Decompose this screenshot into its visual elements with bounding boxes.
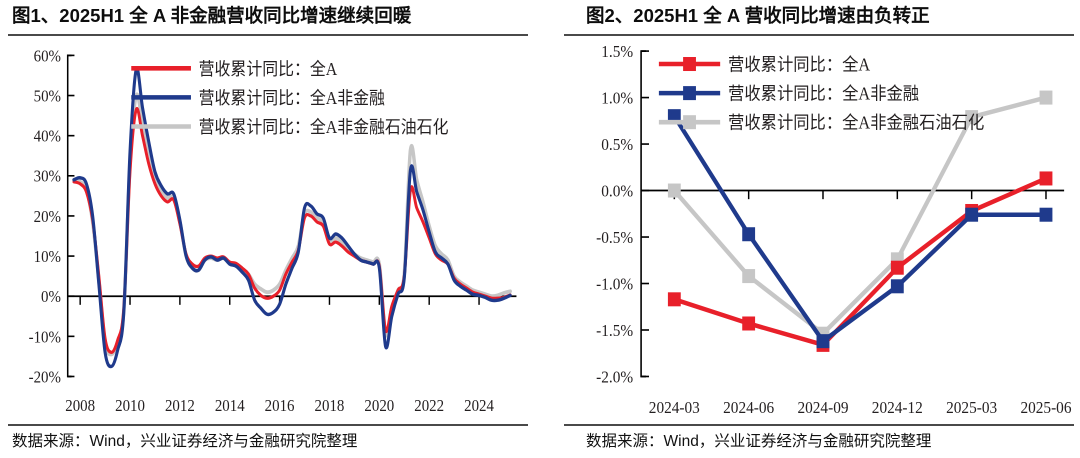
series-line-2 <box>672 95 1049 336</box>
y-tick-label: 10% <box>34 248 61 266</box>
legend-marker-0 <box>683 56 696 71</box>
y-tick-label: -2.0% <box>596 369 633 387</box>
x-tick-label: 2024-06 <box>723 400 774 418</box>
series-line-0 <box>672 176 1049 348</box>
x-tick-label: 2025-03 <box>946 400 997 418</box>
figure-1-footer-divider <box>8 423 528 426</box>
figure-1-title-divider <box>8 33 528 36</box>
x-tick-label: 2010 <box>115 397 145 415</box>
x-tick-label: 2018 <box>315 397 345 415</box>
legend-marker-1 <box>683 86 696 101</box>
x-tick-label: 2024-03 <box>649 400 700 418</box>
data-point-marker <box>742 227 756 242</box>
figure-panel-1: 图1、2025H1 全 A 非金融营收同比增速继续回暖 -20% -10% 0% 10… <box>8 5 528 450</box>
figure-panel-2: 图2、2025H1 全 A 营收同比增速由负转正 -2.0% -1.5% -1.0%… <box>540 0 1080 458</box>
legend-label-1: 营收累计同比：全A非金融 <box>728 84 919 104</box>
data-point-marker <box>667 109 681 124</box>
series-line-1 <box>672 113 1049 344</box>
legend-label-1: 营收累计同比：全A非金融 <box>199 88 385 108</box>
legend-marker-2 <box>683 115 696 130</box>
figure-1-source-note: 数据来源：Wind，兴业证券经济与金融研究院整理 <box>12 432 358 450</box>
series-line-1 <box>72 66 512 369</box>
y-tick-label: 0% <box>41 288 61 306</box>
y-tick-label: 0.0% <box>601 183 633 201</box>
y-tick-label: -10% <box>29 329 61 347</box>
x-tick-label: 2008 <box>65 397 95 415</box>
data-point-marker <box>965 207 979 222</box>
data-point-marker <box>1039 171 1053 186</box>
y-tick-label: -1.0% <box>596 276 633 294</box>
data-point-marker <box>965 110 979 125</box>
data-point-marker <box>667 183 681 198</box>
x-tick-label: 2020 <box>364 397 394 415</box>
data-point-marker <box>890 279 904 294</box>
data-point-marker <box>742 269 756 284</box>
series-line-0 <box>72 106 512 354</box>
data-point-marker <box>890 260 904 275</box>
figure-2-source-note: 数据来源：Wind，兴业证券经济与金融研究院整理 <box>586 432 932 450</box>
figure-1-title: 图1、2025H1 全 A 非金融营收同比增速继续回暖 <box>12 5 412 26</box>
y-tick-label: 30% <box>34 168 61 186</box>
y-tick-label: -20% <box>29 369 61 387</box>
x-tick-label: 2022 <box>414 397 444 415</box>
data-point-marker <box>667 292 681 307</box>
legend-label-0: 营收累计同比：全A <box>199 59 338 79</box>
y-tick-label: 0.5% <box>601 136 633 154</box>
y-tick-label: 1.5% <box>601 43 633 61</box>
data-point-marker <box>816 334 830 349</box>
x-tick-label: 2012 <box>165 397 195 415</box>
y-tick-label: -0.5% <box>596 229 633 247</box>
x-tick-label: 2016 <box>265 397 295 415</box>
figure-2-title-divider <box>564 33 1074 36</box>
y-tick-label: 50% <box>34 88 61 106</box>
y-tick-label: 1.0% <box>601 90 633 108</box>
x-tick-label: 2025-06 <box>1020 400 1071 418</box>
y-tick-label: 40% <box>34 128 61 146</box>
data-point-marker <box>742 316 756 331</box>
x-tick-label: 2024 <box>464 397 494 415</box>
figure-2-footer-divider <box>564 423 1074 426</box>
data-point-marker <box>1039 90 1053 105</box>
y-tick-label: -1.5% <box>596 322 633 340</box>
x-tick-label: 2014 <box>215 397 245 415</box>
figure-1-chart-svg: -20% -10% 0% 10% 20% 30% 40% 50% 60% 2008 2010 2012… <box>29 48 517 415</box>
figure-2-chart: -2.0% -1.5% -1.0% -0.5% 0.0% 0.5% 1.0% 1.5% 2024… <box>564 36 1074 424</box>
data-point-marker <box>1039 207 1053 222</box>
legend-label-0: 营收累计同比：全A <box>728 55 871 75</box>
y-tick-label: 60% <box>34 48 61 66</box>
figure-2-title: 图2、2025H1 全 A 营收同比增速由负转正 <box>586 5 930 26</box>
x-tick-label: 2024-09 <box>797 400 848 418</box>
figure-2-chart-svg: -2.0% -1.5% -1.0% -0.5% 0.0% 0.5% 1.0% 1.5% 2024… <box>596 43 1071 418</box>
x-tick-label: 2024-12 <box>872 400 923 418</box>
figure-1-chart: -20% -10% 0% 10% 20% 30% 40% 50% 60% 2008 2010 2012… <box>8 36 528 424</box>
series-line-2 <box>72 92 512 357</box>
legend-label-2: 营收累计同比：全A非金融石油石化 <box>728 113 984 133</box>
legend-label-2: 营收累计同比：全A非金融石油石化 <box>199 117 449 137</box>
y-tick-label: 20% <box>34 208 61 226</box>
